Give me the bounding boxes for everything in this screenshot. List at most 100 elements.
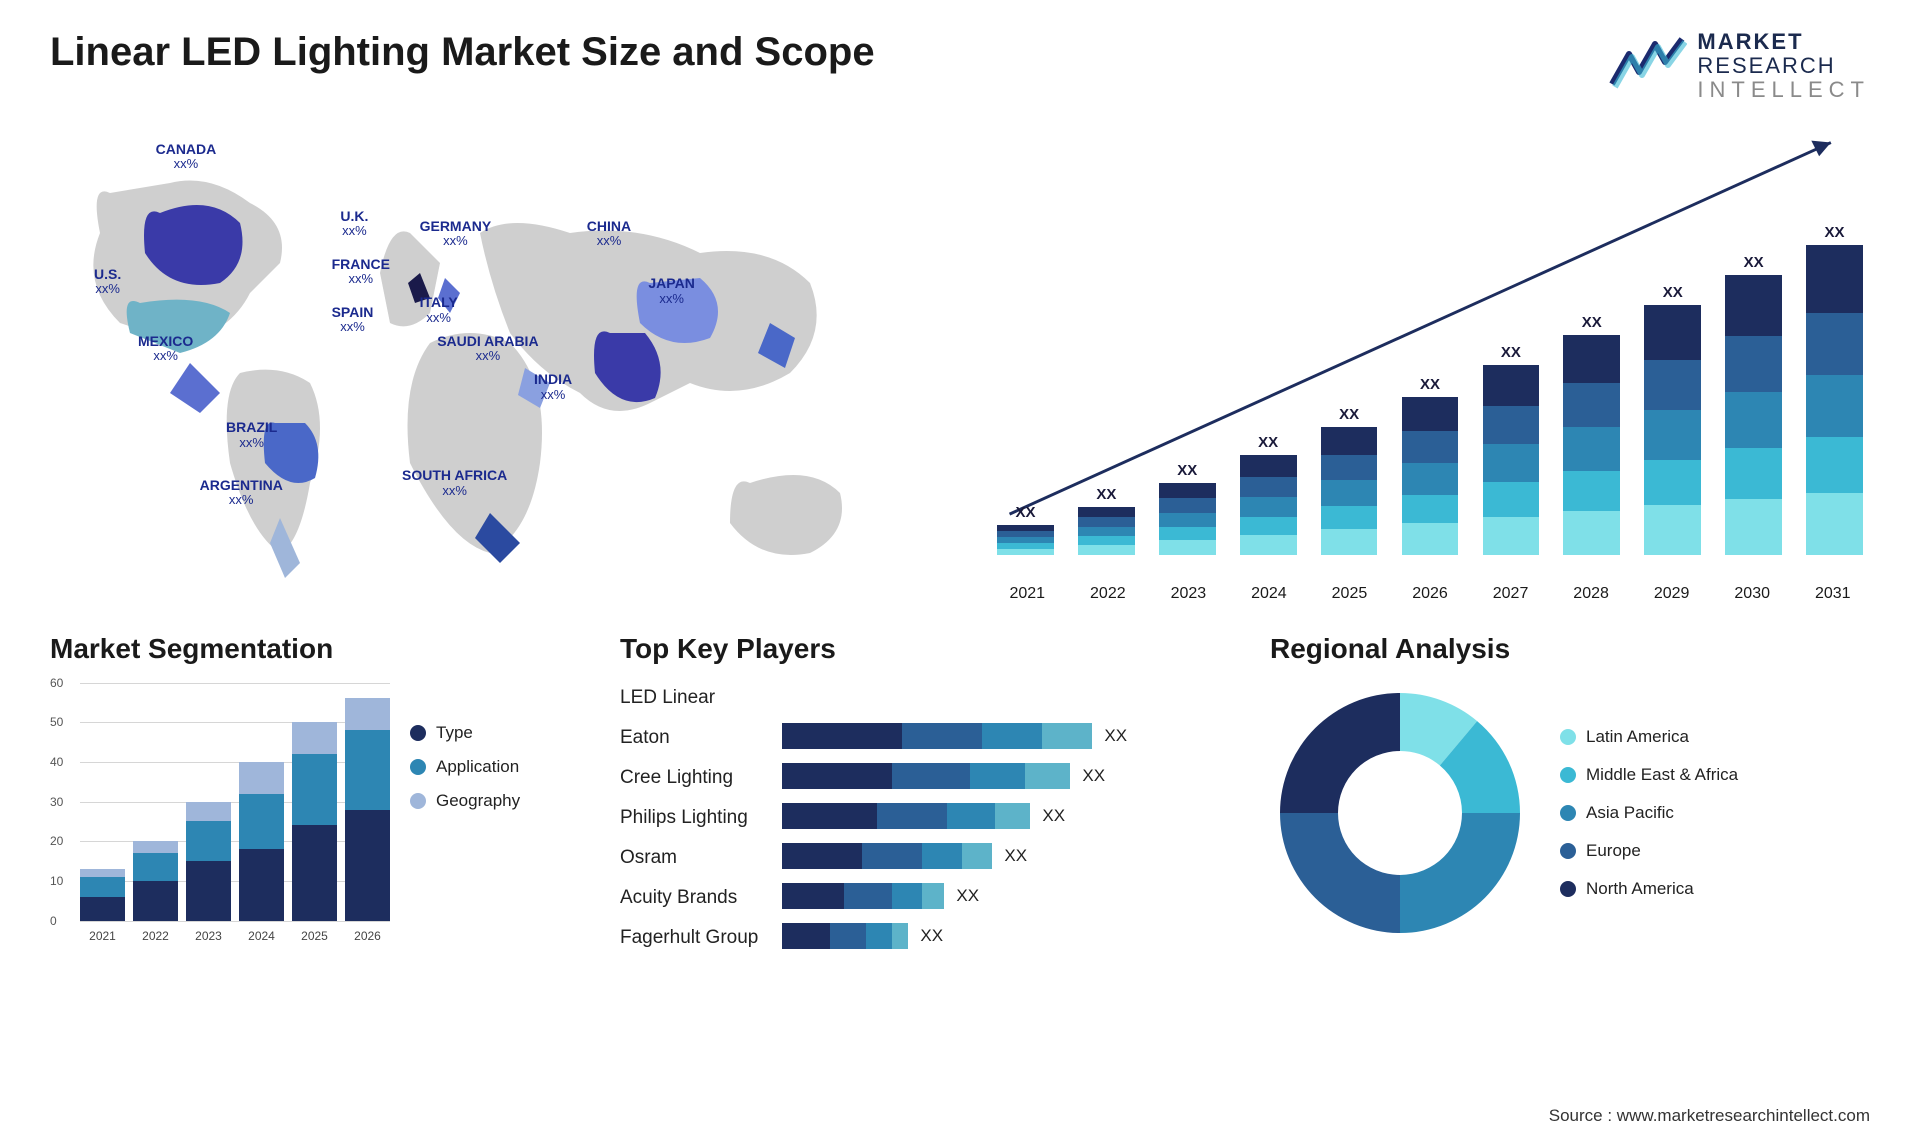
player-name: Fagerhult Group bbox=[620, 925, 758, 951]
growth-bar-value: XX bbox=[1096, 486, 1116, 503]
player-bar: XX bbox=[782, 803, 1220, 829]
players-bars: XXXXXXXXXXXX bbox=[782, 683, 1220, 951]
growth-year-label: 2029 bbox=[1636, 585, 1707, 603]
growth-year-label: 2023 bbox=[1153, 585, 1224, 603]
map-label: CANADAxx% bbox=[156, 142, 217, 172]
growth-bar: XX bbox=[1233, 434, 1304, 555]
legend-dot-icon bbox=[1560, 729, 1576, 745]
regional-title: Regional Analysis bbox=[1270, 633, 1870, 665]
player-value: XX bbox=[1082, 766, 1105, 786]
growth-bar: XX bbox=[1637, 284, 1708, 555]
legend-dot-icon bbox=[410, 725, 426, 741]
growth-year-label: 2026 bbox=[1395, 585, 1466, 603]
players-section: Top Key Players LED LinearEatonCree Ligh… bbox=[620, 633, 1220, 951]
growth-year-label: 2024 bbox=[1234, 585, 1305, 603]
seg-bar bbox=[345, 698, 390, 920]
growth-bar-value: XX bbox=[1501, 344, 1521, 361]
map-label: U.K.xx% bbox=[340, 209, 368, 239]
growth-year-label: 2031 bbox=[1797, 585, 1868, 603]
map-label: BRAZILxx% bbox=[226, 420, 277, 450]
player-value: XX bbox=[956, 886, 979, 906]
seg-bar bbox=[239, 762, 284, 921]
legend-dot-icon bbox=[410, 793, 426, 809]
map-label: SAUDI ARABIAxx% bbox=[437, 334, 538, 364]
donut-slice bbox=[1280, 813, 1400, 933]
seg-year-label: 2025 bbox=[292, 929, 337, 943]
legend-item: Middle East & Africa bbox=[1560, 765, 1738, 785]
seg-year-label: 2021 bbox=[80, 929, 125, 943]
legend-item: Asia Pacific bbox=[1560, 803, 1738, 823]
growth-bar: XX bbox=[1556, 314, 1627, 555]
segmentation-section: Market Segmentation 0102030405060 202120… bbox=[50, 633, 570, 951]
seg-bar bbox=[186, 802, 231, 921]
growth-bar-value: XX bbox=[1258, 434, 1278, 451]
legend-label: North America bbox=[1586, 879, 1694, 899]
map-label: GERMANYxx% bbox=[420, 219, 492, 249]
segmentation-chart: 0102030405060 202120222023202420252026 bbox=[50, 683, 390, 943]
donut-slice bbox=[1400, 813, 1520, 933]
legend-dot-icon bbox=[1560, 805, 1576, 821]
legend-label: Middle East & Africa bbox=[1586, 765, 1738, 785]
growth-bar-chart: XXXXXXXXXXXXXXXXXXXXXX 20212022202320242… bbox=[990, 123, 1870, 603]
growth-year-label: 2028 bbox=[1556, 585, 1627, 603]
player-value: XX bbox=[1004, 846, 1027, 866]
logo-text: MARKET RESEARCH INTELLECT bbox=[1697, 30, 1870, 103]
legend-label: Latin America bbox=[1586, 727, 1689, 747]
seg-year-label: 2023 bbox=[186, 929, 231, 943]
player-bar: XX bbox=[782, 843, 1220, 869]
growth-bar-value: XX bbox=[1825, 224, 1845, 241]
seg-y-label: 0 bbox=[50, 914, 57, 928]
seg-y-label: 40 bbox=[50, 755, 63, 769]
source-attribution: Source : www.marketresearchintellect.com bbox=[1549, 1106, 1870, 1126]
growth-year-label: 2030 bbox=[1717, 585, 1788, 603]
seg-year-label: 2022 bbox=[133, 929, 178, 943]
growth-bar-value: XX bbox=[1420, 376, 1440, 393]
growth-bar: XX bbox=[1475, 344, 1546, 555]
map-label: INDIAxx% bbox=[534, 372, 572, 402]
legend-label: Geography bbox=[436, 791, 520, 811]
player-name: Acuity Brands bbox=[620, 885, 758, 911]
player-bar: XX bbox=[782, 763, 1220, 789]
legend-item: North America bbox=[1560, 879, 1738, 899]
growth-year-label: 2025 bbox=[1314, 585, 1385, 603]
players-list: LED LinearEatonCree LightingPhilips Ligh… bbox=[620, 683, 758, 951]
growth-bar: XX bbox=[1152, 462, 1223, 555]
growth-year-label: 2021 bbox=[992, 585, 1063, 603]
growth-bar: XX bbox=[1395, 376, 1466, 555]
seg-y-label: 60 bbox=[50, 676, 63, 690]
seg-y-label: 10 bbox=[50, 874, 63, 888]
legend-item: Type bbox=[410, 723, 520, 743]
legend-item: Europe bbox=[1560, 841, 1738, 861]
legend-item: Geography bbox=[410, 791, 520, 811]
player-value: XX bbox=[1042, 806, 1065, 826]
segmentation-legend: TypeApplicationGeography bbox=[410, 683, 520, 943]
growth-year-label: 2022 bbox=[1073, 585, 1144, 603]
seg-bar bbox=[292, 722, 337, 920]
legend-item: Latin America bbox=[1560, 727, 1738, 747]
legend-dot-icon bbox=[1560, 843, 1576, 859]
seg-year-label: 2024 bbox=[239, 929, 284, 943]
legend-dot-icon bbox=[1560, 881, 1576, 897]
map-label: SPAINxx% bbox=[332, 305, 374, 335]
legend-dot-icon bbox=[410, 759, 426, 775]
growth-bar: XX bbox=[1718, 254, 1789, 555]
legend-label: Type bbox=[436, 723, 473, 743]
seg-bar bbox=[80, 869, 125, 921]
seg-year-label: 2026 bbox=[345, 929, 390, 943]
donut-slice bbox=[1280, 693, 1400, 813]
player-value: XX bbox=[1104, 726, 1127, 746]
growth-bar: XX bbox=[1314, 406, 1385, 555]
legend-label: Europe bbox=[1586, 841, 1641, 861]
map-label: MEXICOxx% bbox=[138, 334, 193, 364]
growth-bar-value: XX bbox=[1177, 462, 1197, 479]
regional-donut-chart bbox=[1270, 683, 1530, 943]
legend-dot-icon bbox=[1560, 767, 1576, 783]
seg-bar bbox=[133, 841, 178, 920]
world-map: CANADAxx%U.S.xx%MEXICOxx%BRAZILxx%ARGENT… bbox=[50, 123, 930, 603]
seg-y-label: 30 bbox=[50, 795, 63, 809]
seg-y-label: 20 bbox=[50, 834, 63, 848]
map-label: U.S.xx% bbox=[94, 267, 121, 297]
growth-bar-value: XX bbox=[1744, 254, 1764, 271]
growth-bar-value: XX bbox=[1663, 284, 1683, 301]
player-name: Eaton bbox=[620, 725, 758, 751]
